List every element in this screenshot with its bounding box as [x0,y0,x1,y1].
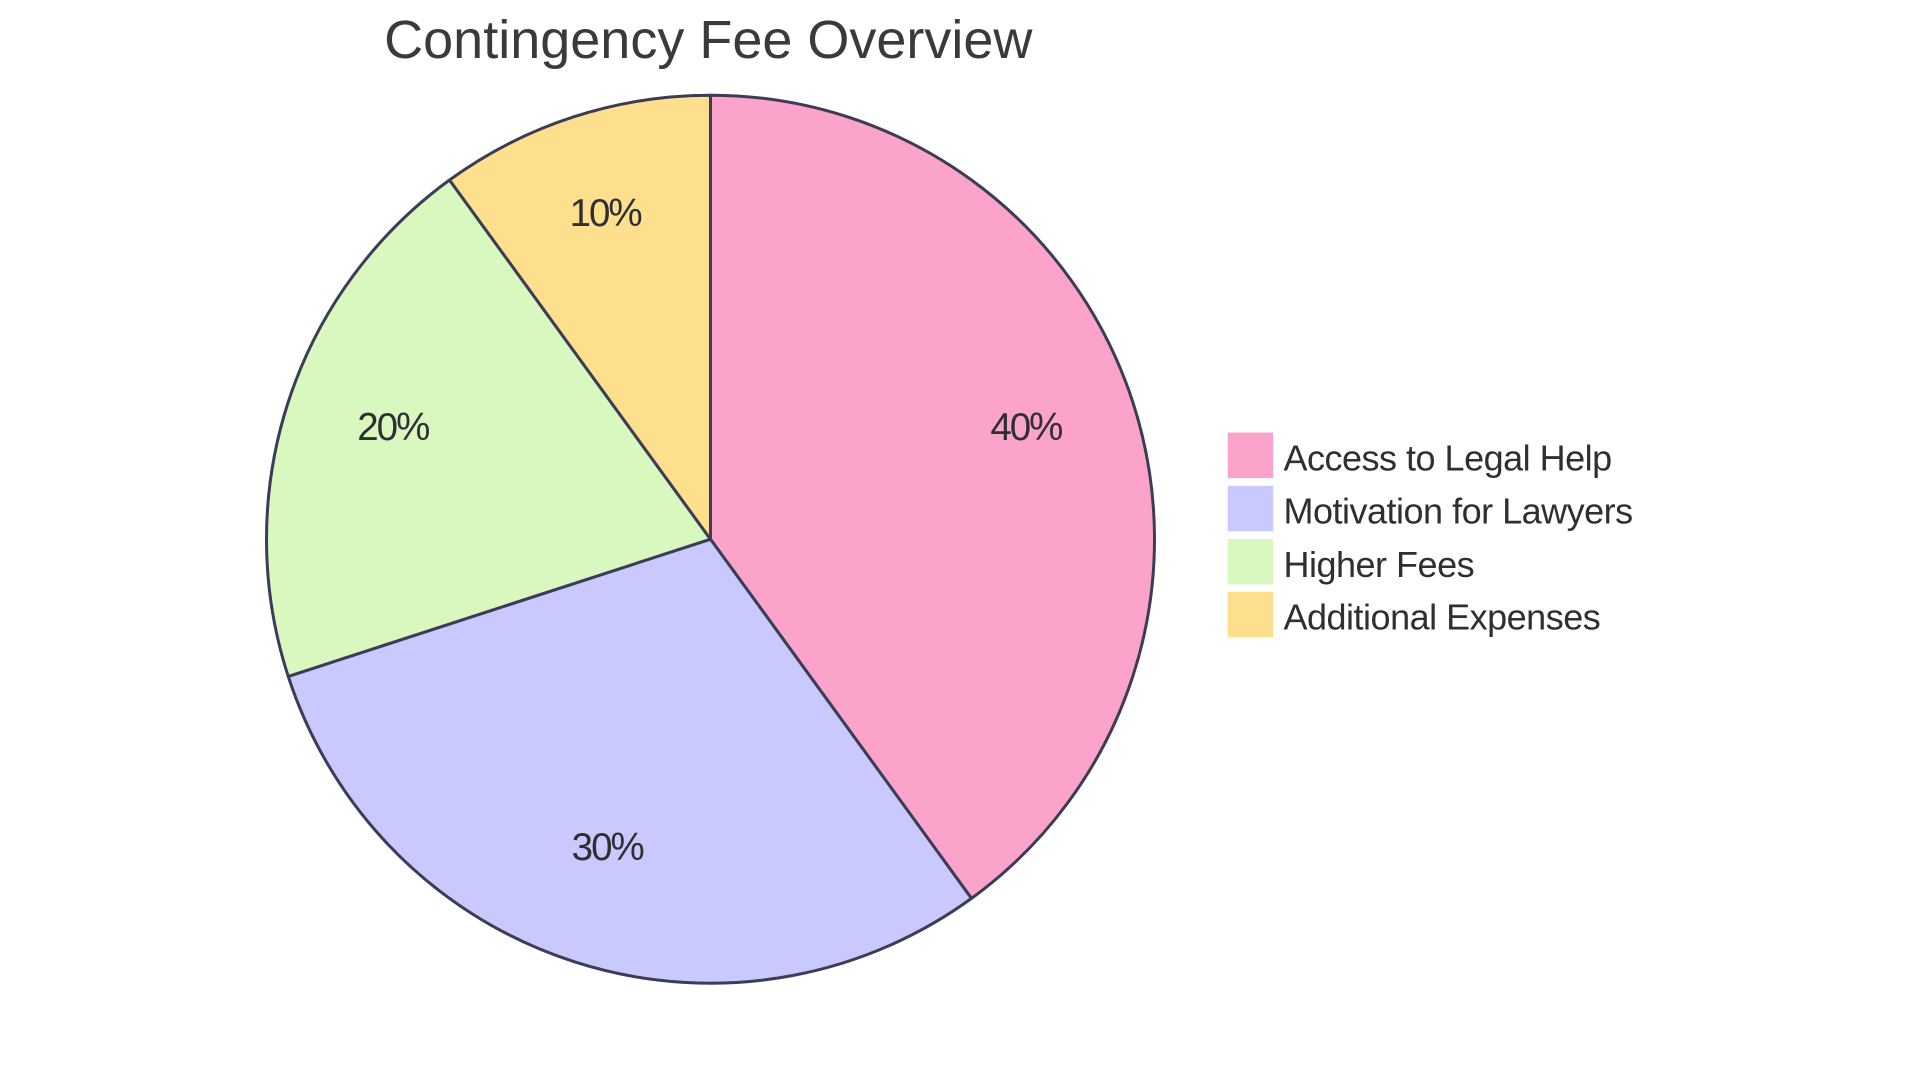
svg-text:40%: 40% [990,406,1062,449]
svg-text:30%: 30% [572,826,644,869]
svg-text:Access to Legal Help: Access to Legal Help [1284,437,1612,478]
svg-text:10%: 10% [570,192,642,235]
svg-text:Contingency Fee Overview: Contingency Fee Overview [384,10,1033,70]
svg-text:Higher Fees: Higher Fees [1284,544,1475,585]
svg-text:Motivation for Lawyers: Motivation for Lawyers [1284,491,1633,532]
svg-text:20%: 20% [357,406,429,449]
svg-text:Additional Expenses: Additional Expenses [1284,597,1601,638]
